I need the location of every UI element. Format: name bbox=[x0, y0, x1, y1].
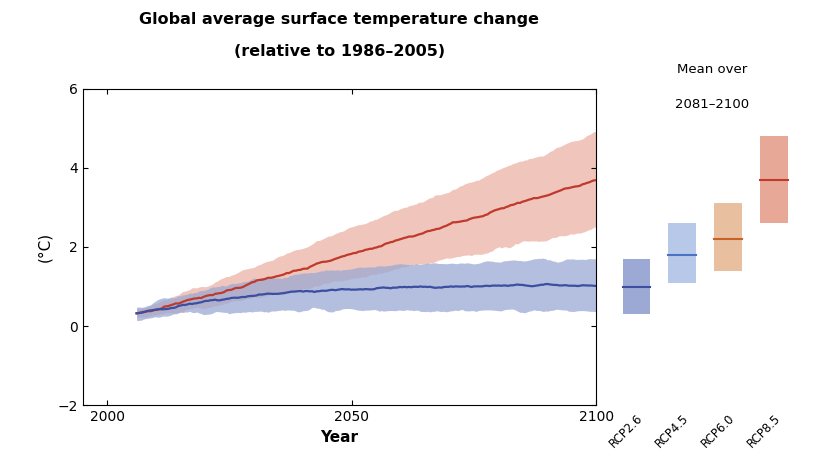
Text: Global average surface temperature change: Global average surface temperature chang… bbox=[139, 12, 539, 27]
Text: (relative to 1986–2005): (relative to 1986–2005) bbox=[234, 44, 444, 59]
X-axis label: Year: Year bbox=[320, 430, 358, 445]
Y-axis label: (°C): (°C) bbox=[37, 232, 52, 262]
Text: RCP6.0: RCP6.0 bbox=[698, 412, 736, 450]
Text: 2081–2100: 2081–2100 bbox=[674, 98, 748, 111]
Text: RCP2.6: RCP2.6 bbox=[606, 412, 645, 450]
Text: Mean over: Mean over bbox=[676, 63, 746, 76]
Text: RCP4.5: RCP4.5 bbox=[653, 412, 691, 450]
Text: RCP8.5: RCP8.5 bbox=[743, 412, 782, 450]
